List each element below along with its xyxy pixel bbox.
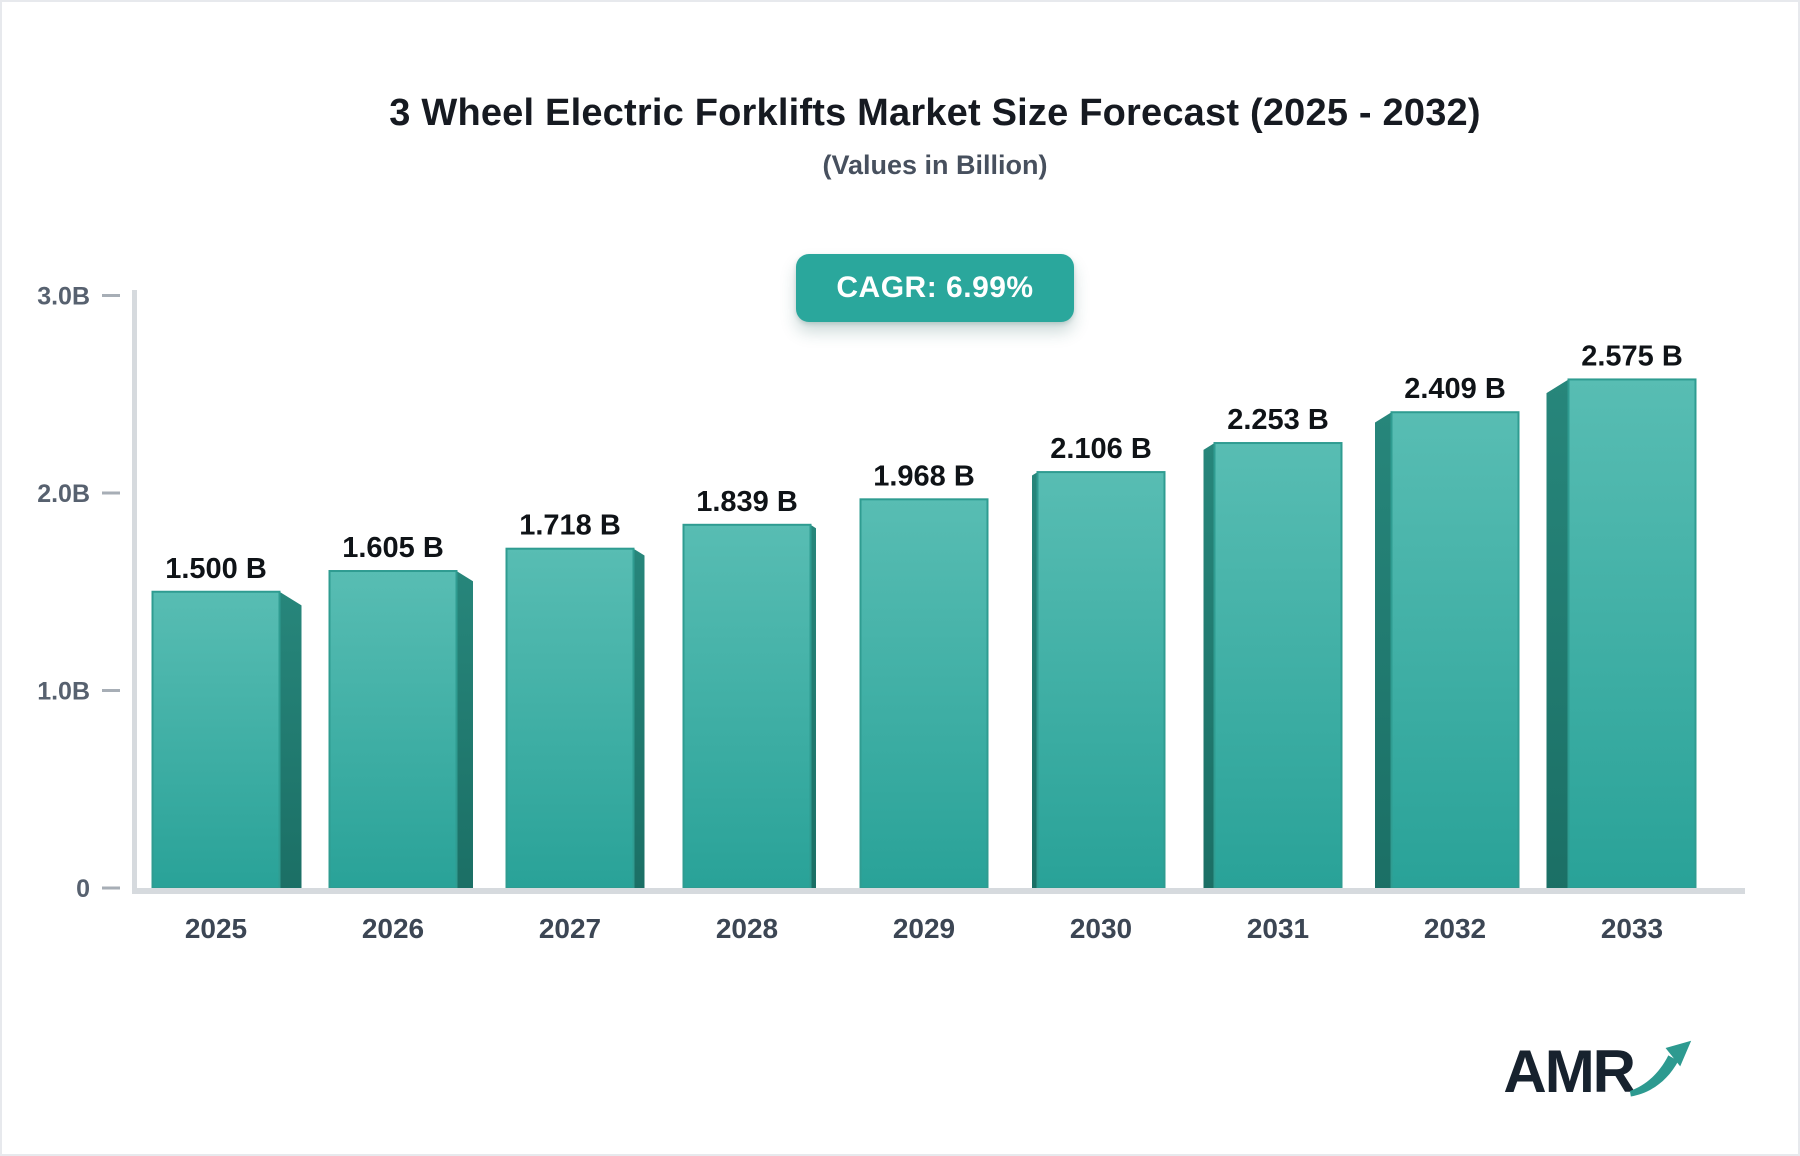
bar-side-face [279, 591, 302, 893]
bar-front-face [1213, 442, 1343, 889]
y-axis-line [132, 290, 137, 888]
bar-front-face [505, 547, 635, 889]
bar-side-face [456, 571, 473, 893]
bar-side-face [633, 548, 645, 891]
bar-2031: 2.253 B 2031 [1203, 404, 1343, 944]
bar-value-label: 1.718 B [519, 510, 621, 542]
bar-side-face [1032, 472, 1038, 890]
bar-side-face [1546, 379, 1569, 893]
cagr-badge-wrap: CAGR: 6.99% [72, 254, 1798, 322]
x-axis-label: 2026 [362, 913, 424, 944]
bar-value-label: 1.839 B [696, 486, 798, 518]
x-axis-label: 2032 [1424, 913, 1486, 944]
bar-front-face [328, 570, 458, 889]
bar-value-label: 1.500 B [165, 553, 267, 585]
bar-2026: 1.605 B 2026 [328, 532, 473, 944]
x-axis-line [132, 888, 1745, 894]
bar-value-label: 2.253 B [1227, 404, 1329, 436]
amr-logo: AMR [1503, 1038, 1694, 1105]
bar-side-face [1375, 412, 1392, 893]
y-axis-label: 2.0B [37, 480, 90, 508]
x-axis-label: 2029 [893, 913, 955, 944]
bar-2029: 1.968 B 2029 [859, 460, 989, 944]
bar-2025: 1.500 B 2025 [151, 553, 302, 944]
x-axis-label: 2028 [716, 913, 778, 944]
bar-value-label: 1.968 B [873, 460, 975, 492]
x-axis-label: 2027 [539, 913, 601, 944]
growth-arrow-icon [1629, 1040, 1692, 1097]
y-axis-label: 3.0B [37, 283, 90, 311]
chart-title: 3 Wheel Electric Forklifts Market Size F… [389, 92, 1481, 134]
bar-value-label: 1.605 B [342, 532, 444, 564]
bar-front-face [151, 590, 281, 889]
x-axis-label: 2033 [1601, 913, 1663, 944]
chart-subtitle: (Values in Billion) [822, 150, 1048, 180]
bar-2028: 1.839 B 2028 [682, 486, 816, 944]
cagr-badge: CAGR: 6.99% [796, 254, 1074, 322]
bar-value-label: 2.409 B [1404, 373, 1506, 405]
bar-value-label: 2.106 B [1050, 433, 1152, 465]
x-axis-label: 2025 [185, 913, 247, 944]
x-axis-label: 2031 [1247, 913, 1309, 944]
bar-2032: 2.409 B 2032 [1375, 373, 1520, 944]
y-axis-label: 0 [76, 875, 90, 903]
bar-front-face [859, 498, 989, 889]
bar-side-face [1203, 443, 1215, 891]
bar-2027: 1.718 B 2027 [505, 510, 645, 944]
bar-front-face [1567, 378, 1697, 889]
bar-front-face [1390, 411, 1520, 889]
bar-side-face [810, 524, 816, 890]
y-axis-label: 1.0B [37, 678, 90, 706]
x-axis-label: 2030 [1070, 913, 1132, 944]
bar-2030: 2.106 B 2030 [1032, 433, 1166, 944]
bar-front-face [682, 523, 812, 889]
bar-front-face [1036, 471, 1166, 889]
amr-logo-text: AMR [1503, 1038, 1636, 1105]
bar-value-label: 2.575 B [1581, 340, 1683, 372]
bar-2033: 2.575 B 2033 [1546, 340, 1697, 944]
